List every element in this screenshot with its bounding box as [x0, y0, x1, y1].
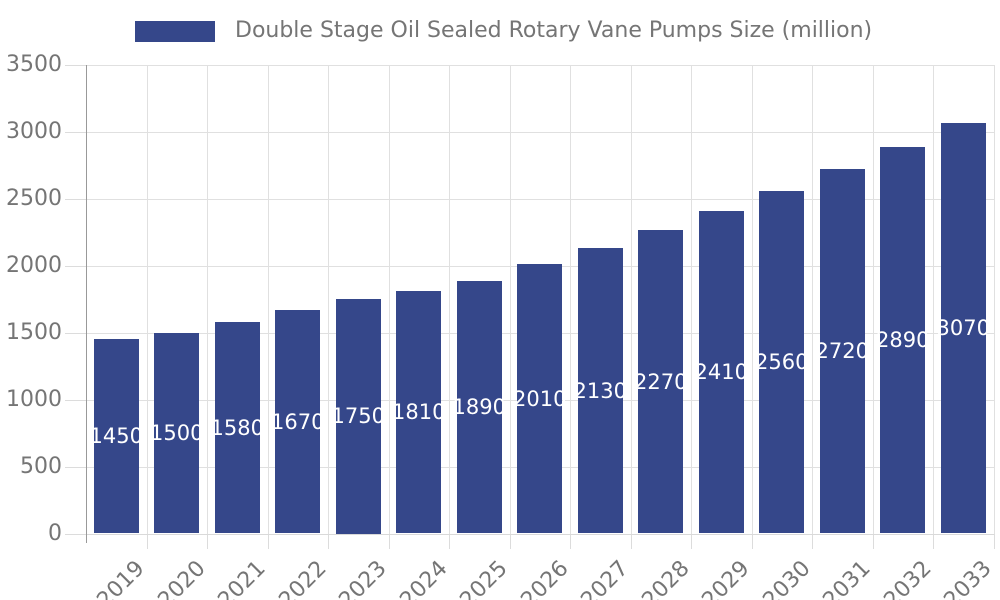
legend-item[interactable]: Double Stage Oil Sealed Rotary Vane Pump…: [135, 18, 872, 44]
gridline-vertical: [449, 65, 450, 534]
x-axis-tick: [267, 533, 269, 549]
y-axis-tick: [65, 265, 86, 267]
x-axis-tick: [933, 533, 934, 549]
gridline-horizontal: [86, 65, 994, 66]
y-axis-tick: [65, 65, 86, 66]
y-axis-label: 2500: [6, 185, 62, 211]
gridline-vertical: [570, 65, 571, 534]
y-axis-label: 500: [20, 453, 62, 479]
bar-2024[interactable]: [396, 291, 442, 534]
y-axis-label: 3000: [6, 118, 62, 144]
bar-2030[interactable]: [759, 190, 805, 534]
gridline-vertical: [207, 65, 208, 534]
bar-2025[interactable]: [456, 280, 502, 534]
y-axis-label: 0: [48, 520, 62, 546]
y-axis-tick: [65, 131, 86, 133]
x-axis-tick: [630, 533, 632, 549]
gridline-vertical: [267, 65, 269, 534]
x-axis-tick: [328, 533, 329, 549]
x-axis-tick: [691, 533, 692, 549]
x-axis-tick: [751, 533, 753, 549]
y-axis-tick: [65, 332, 86, 334]
x-axis-tick: [872, 533, 874, 549]
bar-2019[interactable]: [93, 339, 139, 534]
x-axis-tick: [993, 533, 995, 549]
x-axis-tick: [509, 533, 511, 549]
legend-swatch-icon: [135, 20, 215, 42]
bar-2023[interactable]: [335, 299, 381, 534]
gridline-vertical: [509, 65, 511, 534]
x-axis-tick: [207, 533, 208, 549]
y-axis-tick: [65, 466, 86, 468]
gridline-vertical: [691, 65, 692, 534]
bar-2026[interactable]: [517, 264, 563, 534]
gridline-vertical: [933, 65, 934, 534]
x-axis-tick: [388, 533, 390, 549]
y-axis-label: 2000: [6, 252, 62, 278]
y-axis-label: 1500: [6, 319, 62, 345]
bar-2020[interactable]: [154, 332, 200, 534]
gridline-vertical: [993, 65, 995, 534]
bar-2032[interactable]: [880, 146, 926, 534]
x-axis-tick: [812, 533, 813, 549]
gridline-vertical: [630, 65, 632, 534]
gridline-vertical: [388, 65, 390, 534]
bar-2021[interactable]: [214, 322, 260, 534]
gridline-vertical: [872, 65, 874, 534]
gridline-horizontal: [86, 131, 994, 133]
legend-label: Double Stage Oil Sealed Rotary Vane Pump…: [235, 18, 873, 43]
bar-2028[interactable]: [638, 229, 684, 534]
x-axis-tick: [146, 533, 148, 549]
bar-2033[interactable]: [940, 122, 986, 534]
x-axis-label: 2019: [92, 555, 150, 600]
y-axis-label: 1000: [6, 386, 62, 412]
y-axis-tick: [65, 198, 86, 200]
gridline-vertical: [812, 65, 813, 534]
y-axis-tick: [65, 399, 86, 401]
x-axis-tick: [449, 533, 450, 549]
bar-2022[interactable]: [275, 309, 321, 534]
bar-2031[interactable]: [819, 169, 865, 534]
bar-2029[interactable]: [698, 210, 744, 534]
y-axis-line: [86, 65, 87, 543]
gridline-horizontal: [86, 198, 994, 200]
gridline-vertical: [146, 65, 148, 534]
x-axis-tick: [570, 533, 571, 549]
bar-2027[interactable]: [577, 248, 623, 534]
gridline-vertical: [751, 65, 753, 534]
x-axis-line: [86, 533, 994, 535]
gridline-vertical: [328, 65, 329, 534]
y-axis-tick: [65, 533, 86, 535]
y-axis-label: 3500: [6, 52, 62, 77]
